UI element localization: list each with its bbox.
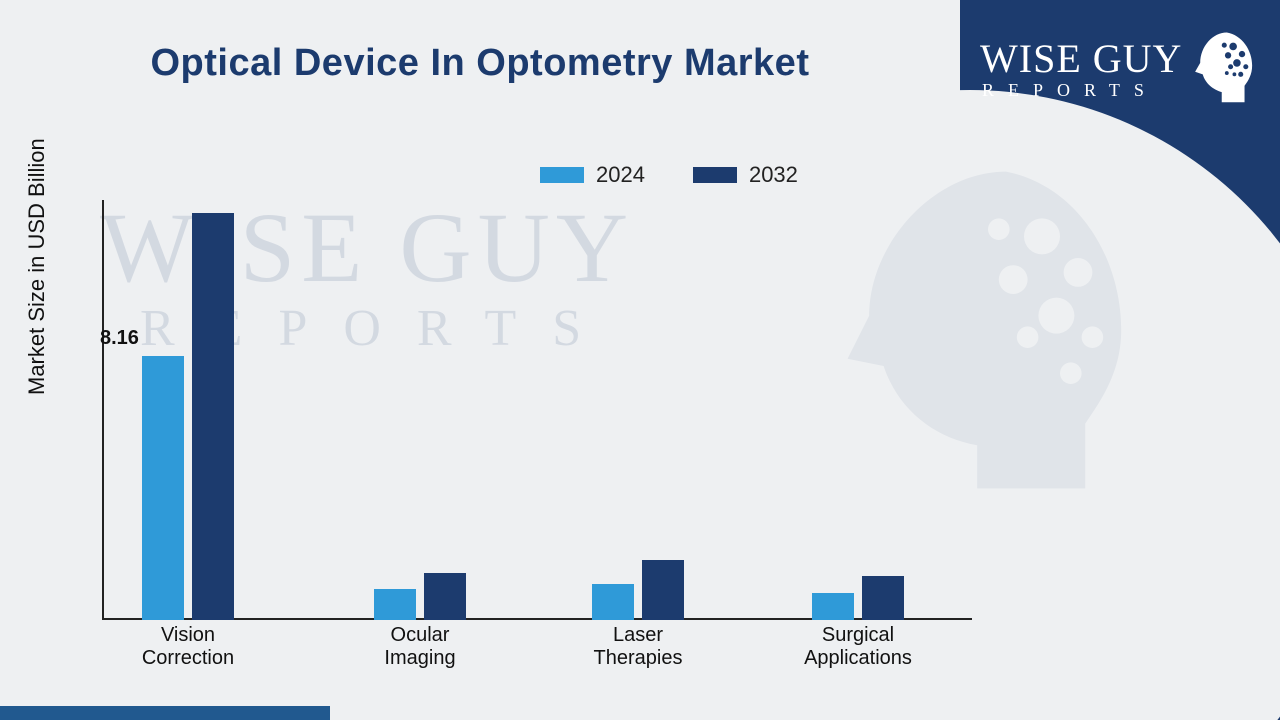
x-axis-labels: Vision Correction Ocular Imaging Laser T… — [102, 624, 972, 684]
bar-group-vision: 8.16 — [142, 213, 234, 620]
xlabel-ocular: Ocular Imaging — [330, 624, 510, 670]
legend-label-2024: 2024 — [596, 162, 645, 188]
bar-group-surgical — [812, 576, 904, 620]
xlabel-vision-l2: Correction — [142, 647, 234, 669]
xlabel-vision-l1: Vision — [161, 624, 215, 646]
bar-laser-2024 — [592, 584, 634, 620]
bar-ocular-2032 — [424, 573, 466, 620]
legend-label-2032: 2032 — [749, 162, 798, 188]
brand-name-sub: REPORTS — [982, 80, 1182, 101]
xlabel-surgical: Surgical Applications — [768, 624, 948, 670]
bar-vision-2032 — [192, 213, 234, 620]
brand-head-icon — [1190, 30, 1256, 106]
bottom-accent-bar — [0, 706, 330, 720]
bar-laser-2032 — [642, 560, 684, 620]
xlabel-ocular-l2: Imaging — [384, 647, 455, 669]
legend-swatch-2024 — [540, 167, 584, 183]
bar-value-label-vision-2024: 8.16 — [100, 327, 139, 350]
y-axis-label: Market Size in USD Billion — [24, 138, 50, 395]
xlabel-surgical-l1: Surgical — [822, 624, 894, 646]
legend-item-2024: 2024 — [540, 162, 645, 188]
xlabel-laser-l2: Therapies — [594, 647, 683, 669]
chart-stage: WISE GUY REPORTS Optical Device In Optom… — [0, 0, 1280, 720]
brand-logo: WISE GUY REPORTS — [980, 30, 1250, 106]
xlabel-surgical-l2: Applications — [804, 647, 912, 669]
bar-group-laser — [592, 560, 684, 620]
bar-vision-2024 — [142, 356, 184, 620]
legend: 2024 2032 — [540, 162, 798, 188]
bar-group-ocular — [374, 573, 466, 620]
xlabel-laser: Laser Therapies — [548, 624, 728, 670]
brand-name-main: WISE GUY — [980, 35, 1182, 82]
xlabel-laser-l1: Laser — [613, 624, 663, 646]
y-axis-line — [102, 200, 104, 620]
chart-title: Optical Device In Optometry Market — [0, 42, 960, 85]
xlabel-ocular-l1: Ocular — [391, 624, 450, 646]
legend-item-2032: 2032 — [693, 162, 798, 188]
plot-area: 8.16 — [102, 200, 972, 620]
bar-surgical-2024 — [812, 593, 854, 620]
legend-swatch-2032 — [693, 167, 737, 183]
xlabel-vision: Vision Correction — [98, 624, 278, 670]
bar-ocular-2024 — [374, 589, 416, 620]
bar-surgical-2032 — [862, 576, 904, 620]
